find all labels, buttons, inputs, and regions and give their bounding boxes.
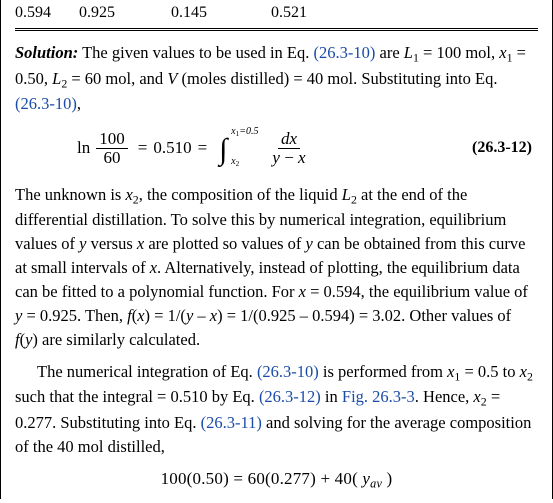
equation-ref[interactable]: (26.3-10) (314, 43, 376, 62)
equation-content: ln 100 60 = 0.510 = ∫ x1=0.5 x2 dx y − x (77, 130, 313, 167)
var-V: V (167, 69, 177, 88)
fy: f (15, 330, 20, 349)
text: The given values to be used in Eq. (78, 43, 313, 62)
text: ) = 1/(0.925 – 0.594) = 3.02. Other valu… (217, 306, 511, 325)
var-yav: y (362, 469, 370, 488)
integral-upper-limit: x1=0.5 (231, 126, 258, 138)
var-x2: x (125, 185, 132, 204)
text: are (375, 43, 403, 62)
var-x: x (499, 43, 506, 62)
text: The unknown is (15, 185, 125, 204)
text: (moles distilled) = 40 mol. Substituting… (177, 69, 497, 88)
text: = 60 mol, and (67, 69, 167, 88)
equals-b: = (198, 138, 208, 158)
header-val-3: 0.145 (171, 4, 271, 22)
var-L2: L (52, 69, 61, 88)
equation-ref[interactable]: (26.3-10) (257, 362, 319, 381)
var-x2c: x (473, 387, 480, 406)
solution-paragraph-2: The unknown is x2, the composition of th… (15, 183, 538, 352)
numerator: 100 (96, 130, 128, 149)
text: ) are similarly calculated. (32, 330, 200, 349)
text: The numerical integration of Eq. (37, 362, 257, 381)
eq-text: 100(0.50) = 60(0.277) + 40( (161, 469, 363, 488)
text: such that the integral = 0.510 by Eq. (15, 387, 259, 406)
fraction-100-60: 100 60 (96, 130, 128, 167)
solution-paragraph-3: The numerical integration of Eq. (26.3-1… (15, 360, 538, 459)
header-val-2: 0.925 (79, 4, 171, 22)
equation-ref-b[interactable]: (26.3-10) (15, 94, 77, 113)
var-x2b: x (520, 362, 527, 381)
figure-ref[interactable]: Fig. 26.3-3 (342, 387, 415, 406)
divider-double (15, 28, 538, 31)
text: = 100 mol, (419, 43, 499, 62)
var-yb: y (306, 234, 313, 253)
text: is performed from (319, 362, 447, 381)
var: x (137, 306, 144, 325)
sub-av: av (370, 476, 382, 490)
final-equation: 100(0.50) = 60(0.277) + 40( yav ) (15, 469, 538, 491)
var-xe: x (210, 306, 217, 325)
integrand-fraction: dx y − x (269, 130, 308, 167)
equation-number: (26.3-12) (472, 139, 538, 157)
var-L: L (404, 43, 413, 62)
integral-lower-limit: x2 (231, 156, 239, 168)
var-xc: x (150, 258, 157, 277)
text: – (193, 306, 210, 325)
sub: 2 (527, 369, 533, 383)
equals: = (138, 138, 148, 158)
document-page: 0.594 0.925 0.145 0.521 Solution: The gi… (0, 0, 553, 499)
integral-symbol: ∫ (219, 133, 227, 166)
var-xd: x (299, 282, 306, 301)
integrand-den: y − x (269, 149, 308, 167)
eq-value: 0.510 (153, 138, 191, 158)
equation-ref[interactable]: (26.3-11) (201, 413, 262, 432)
table-header-row: 0.594 0.925 0.145 0.521 (15, 4, 538, 28)
denominator: 60 (100, 149, 123, 167)
var-L2b: L (342, 185, 351, 204)
fx: f (127, 306, 132, 325)
equation-display: ln 100 60 = 0.510 = ∫ x1=0.5 x2 dx y − x… (15, 130, 538, 167)
integral-wrap: ∫ x1=0.5 x2 (213, 131, 229, 165)
header-val-4: 0.521 (271, 4, 307, 22)
text: = 0.5 to (460, 362, 519, 381)
solution-paragraph-1: Solution: The given values to be used in… (15, 41, 538, 116)
text: versus (86, 234, 136, 253)
solution-label: Solution: (15, 43, 78, 62)
text: = 1/( (150, 306, 186, 325)
text: , the composition of the liquid (139, 185, 342, 204)
text: are plotted so values of (144, 234, 305, 253)
text: = 0.925. Then, (22, 306, 127, 325)
text: in (321, 387, 342, 406)
integrand-num: dx (278, 130, 300, 149)
text: = 0.594, the equilibrium value of (306, 282, 528, 301)
equation-ref[interactable]: (26.3-12) (259, 387, 321, 406)
text: , (77, 94, 81, 113)
header-val-1: 0.594 (15, 4, 79, 22)
text: . Hence, (415, 387, 474, 406)
eq-text: ) (382, 469, 392, 488)
ln-symbol: ln (77, 138, 90, 158)
